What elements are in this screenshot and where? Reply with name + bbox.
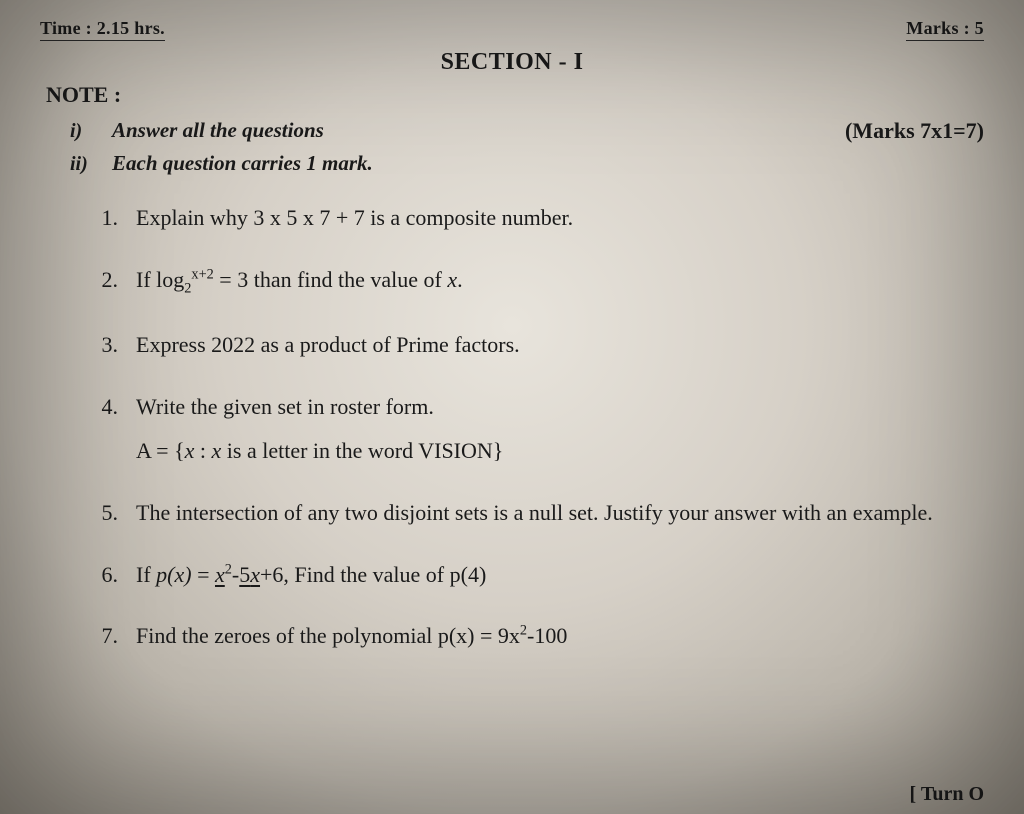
header-right-label: Marks : 5 (906, 18, 984, 41)
turn-over-label: [ Turn O (910, 783, 984, 806)
question-number: 2. (70, 264, 136, 296)
question-body: Express 2022 as a product of Prime facto… (136, 329, 984, 361)
question-body: Write the given set in roster form.A = {… (136, 391, 984, 467)
question-body: If p(x) = x2-5x+6, Find the value of p(4… (136, 559, 984, 591)
time-label: Time : 2.15 hrs. (40, 18, 165, 41)
question-row: 6. If p(x) = x2-5x+6, Find the value of … (70, 559, 984, 591)
note-text: Each question carries 1 mark. (112, 151, 984, 176)
question-number: 3. (70, 329, 136, 361)
note-bullet: ii) (70, 153, 112, 176)
questions-list: 1. Explain why 3 x 5 x 7 + 7 is a compos… (70, 202, 984, 652)
question-number: 1. (70, 202, 136, 234)
question-number: 6. (70, 559, 136, 591)
note-row: ii) Each question carries 1 mark. (70, 151, 984, 176)
header-row: Time : 2.15 hrs. Marks : 5 (40, 18, 984, 41)
question-row: 1. Explain why 3 x 5 x 7 + 7 is a compos… (70, 202, 984, 234)
question-row: 2. If log2x+2 = 3 than find the value of… (70, 264, 984, 299)
question-row: 4. Write the given set in roster form.A … (70, 391, 984, 467)
exam-page: Time : 2.15 hrs. Marks : 5 SECTION - I N… (0, 0, 1024, 814)
question-row: 3. Express 2022 as a product of Prime fa… (70, 329, 984, 361)
question-number: 4. (70, 391, 136, 423)
question-row: 5. The intersection of any two disjoint … (70, 497, 984, 529)
question-body: The intersection of any two disjoint set… (136, 497, 984, 529)
note-bullet: i) (70, 120, 112, 143)
question-number: 7. (70, 620, 136, 652)
marks-label: (Marks 7x1=7) (845, 118, 984, 144)
question-number: 5. (70, 497, 136, 529)
question-body: Find the zeroes of the polynomial p(x) =… (136, 620, 984, 652)
question-row: 7. Find the zeroes of the polynomial p(x… (70, 620, 984, 652)
question-body: If log2x+2 = 3 than find the value of x. (136, 264, 984, 299)
question-body: Explain why 3 x 5 x 7 + 7 is a composite… (136, 202, 984, 234)
note-label: NOTE : (46, 82, 984, 108)
section-title: SECTION - I (40, 49, 984, 76)
notes-block: (Marks 7x1=7) i) Answer all the question… (70, 118, 984, 176)
